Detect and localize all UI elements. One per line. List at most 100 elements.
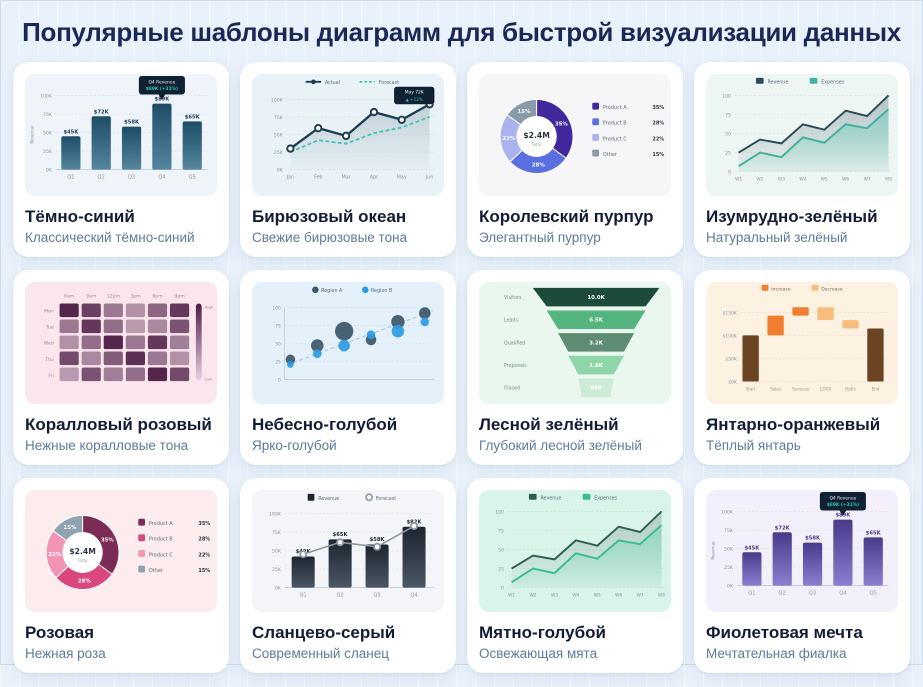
bar-chart: 0K 25K 50K 75K 100K Revenue $45K Q1 $72K Q2 $58K Q3… <box>711 491 889 596</box>
svg-text:0K: 0K <box>275 586 282 592</box>
template-card[interactable]: Actual Forecast 0K 25K 50K 75K 100K Jan Feb Mar Ap… <box>240 62 456 257</box>
svg-text:75K: 75K <box>274 115 284 121</box>
area-chart: Revenue Expenses 0 25 50 75 100 W1 W2 W3 W4 W5 W6 W7 W… <box>722 77 892 182</box>
svg-text:Forecast: Forecast <box>376 496 396 502</box>
template-card[interactable]: RevenueForecast0K25K50K75K100K$42KQ1$65K… <box>240 478 456 673</box>
svg-text:Start: Start <box>746 386 756 391</box>
svg-text:$50K: $50K <box>725 356 736 362</box>
svg-text:$89K: $89K <box>154 97 170 103</box>
svg-text:9am: 9am <box>86 294 97 300</box>
template-grid: 0K 25K 50K 75K 100K Revenue $45K Q1 $72K Q2 $58K Q3… <box>1 62 922 687</box>
svg-text:50K: 50K <box>272 548 282 554</box>
svg-text:$0K: $0K <box>728 379 737 385</box>
combo-chart-thumbnail: RevenueForecast0K25K50K75K100K$42KQ1$65K… <box>252 490 444 612</box>
svg-text:0: 0 <box>728 170 731 176</box>
svg-text:75K: 75K <box>724 528 734 534</box>
donut-chart: 35% 28% 22% 15% $2.4M Total Product A 35% Produc… <box>45 514 210 590</box>
svg-text:12pm: 12pm <box>107 294 121 300</box>
svg-text:Product C: Product C <box>149 552 173 558</box>
svg-text:100K: 100K <box>40 93 53 99</box>
svg-text:Expenses: Expenses <box>594 495 617 501</box>
svg-text:W8: W8 <box>885 176 892 182</box>
svg-text:100K: 100K <box>271 97 284 103</box>
svg-text:15%: 15% <box>64 525 77 531</box>
svg-text:0K: 0K <box>727 584 734 590</box>
template-card[interactable]: 35% 28% 22% 15% $2.4M Total Product A 35% Produc… <box>13 478 229 673</box>
svg-text:W7: W7 <box>864 176 871 182</box>
svg-text:75K: 75K <box>43 112 53 118</box>
svg-text:$65K: $65K <box>333 532 349 538</box>
svg-text:22%: 22% <box>48 552 61 558</box>
template-card[interactable]: Region A Region B 0 25 50 75 100 Небесно-голуб… <box>240 270 456 465</box>
svg-text:Q3: Q3 <box>373 592 380 598</box>
svg-text:W4: W4 <box>572 592 579 598</box>
svg-text:W3: W3 <box>551 592 558 598</box>
donut-chart: 35% 28% 22% 15% $2.4M Total Product A 35% Produc… <box>499 98 664 174</box>
svg-text:Q4: Q4 <box>158 174 166 180</box>
svg-text:$65K: $65K <box>866 530 882 536</box>
template-card[interactable]: Revenue Expenses 0 25 50 75 100 W1 W2 W3 W4 W5 W6 W7 W… <box>694 62 910 257</box>
svg-text:Forecast: Forecast <box>379 80 399 86</box>
svg-text:$65K: $65K <box>185 114 201 120</box>
svg-text:9pm: 9pm <box>174 294 185 300</box>
line-chart-thumbnail: Actual Forecast 0K 25K 50K 75K 100K Jan Feb Mar Ap… <box>252 74 444 196</box>
svg-text:Q2: Q2 <box>779 590 786 596</box>
svg-text:100: 100 <box>495 509 504 515</box>
svg-text:10.0K: 10.0K <box>587 295 605 301</box>
template-card[interactable]: Visitors 10.0K Leads 6.5K Qualified 3.2K Propo… <box>467 270 683 465</box>
svg-text:Product C: Product C <box>603 136 627 142</box>
svg-text:OpEx: OpEx <box>845 386 856 391</box>
svg-text:0: 0 <box>501 586 504 592</box>
svg-text:28%: 28% <box>78 579 91 585</box>
svg-text:25: 25 <box>275 359 281 365</box>
svg-text:75K: 75K <box>272 530 282 536</box>
svg-text:0: 0 <box>278 378 281 384</box>
funnel-chart-thumbnail: Visitors 10.0K Leads 6.5K Qualified 3.2K Propo… <box>479 282 671 404</box>
svg-text:22%: 22% <box>652 136 664 142</box>
svg-text:Other: Other <box>149 568 164 574</box>
template-card[interactable]: 6am 9am 12pm 3pm 6pm 9pm Mon Tue Wed Thu Fri High Lo… <box>13 270 229 465</box>
svg-text:$58K: $58K <box>124 120 140 126</box>
svg-text:May 72K: May 72K <box>405 89 424 95</box>
svg-text:15%: 15% <box>652 152 664 158</box>
svg-text:High: High <box>205 304 214 309</box>
svg-text:Q2: Q2 <box>337 592 344 598</box>
svg-text:100K: 100K <box>269 511 282 517</box>
template-card[interactable]: 0K 25K 50K 75K 100K Revenue $45K Q1 $72K Q2 $58K Q3… <box>13 62 229 257</box>
svg-text:850: 850 <box>591 386 602 392</box>
svg-text:1.8K: 1.8K <box>589 363 603 369</box>
svg-text:Tue: Tue <box>45 325 54 331</box>
area-chart-thumbnail: Revenue Expenses 0 25 50 75 100 W1 W2 W3 W4 W5 W6 W7 W… <box>479 490 671 612</box>
card-subtitle: Освежающая мята <box>479 646 598 661</box>
card-subtitle: Тёплый янтарь <box>706 438 801 453</box>
card-title: Мятно-голубой <box>479 623 606 642</box>
template-card[interactable]: 0K 25K 50K 75K 100K Revenue $45K Q1 $72K Q2 $58K Q3… <box>694 478 910 673</box>
template-card[interactable]: Increase Decrease $0K $50K $100K $150K Start Sa… <box>694 270 910 465</box>
svg-text:15%: 15% <box>198 568 210 574</box>
svg-text:Expenses: Expenses <box>821 79 844 85</box>
svg-text:50K: 50K <box>724 546 734 552</box>
card-subtitle: Современный сланец <box>252 646 389 661</box>
svg-text:Region A: Region A <box>321 288 343 294</box>
template-card[interactable]: Revenue Expenses 0 25 50 75 100 W1 W2 W3 W4 W5 W6 W7 W… <box>467 478 683 673</box>
svg-text:25K: 25K <box>43 149 53 155</box>
svg-text:$89K: $89K <box>835 513 851 519</box>
card-title: Лесной зелёный <box>479 415 619 434</box>
svg-text:Jun: Jun <box>425 174 433 180</box>
template-card[interactable]: 35% 28% 22% 15% $2.4M Total Product A 35% Produc… <box>467 62 683 257</box>
svg-text:W6: W6 <box>842 176 849 182</box>
card-title: Фиолетовая мечта <box>706 623 863 642</box>
card-subtitle: Натуральный зелёный <box>706 230 848 245</box>
heatmap-chart-thumbnail: 6am 9am 12pm 3pm 6pm 9pm Mon Tue Wed Thu Fri High Lo… <box>25 282 217 404</box>
svg-text:$100K: $100K <box>723 333 737 339</box>
svg-text:W2: W2 <box>757 176 764 182</box>
svg-text:Revenue: Revenue <box>540 495 561 501</box>
svg-text:May: May <box>397 174 407 180</box>
svg-text:Revenue: Revenue <box>318 496 339 502</box>
svg-text:Q4: Q4 <box>410 592 417 598</box>
scatter-chart: Region A Region B 0 25 50 75 100 <box>273 286 435 384</box>
svg-text:$58K: $58K <box>370 537 386 543</box>
card-title: Коралловый розовый <box>25 415 212 434</box>
svg-text:25: 25 <box>725 150 731 156</box>
card-title: Бирюзовый океан <box>252 207 407 226</box>
